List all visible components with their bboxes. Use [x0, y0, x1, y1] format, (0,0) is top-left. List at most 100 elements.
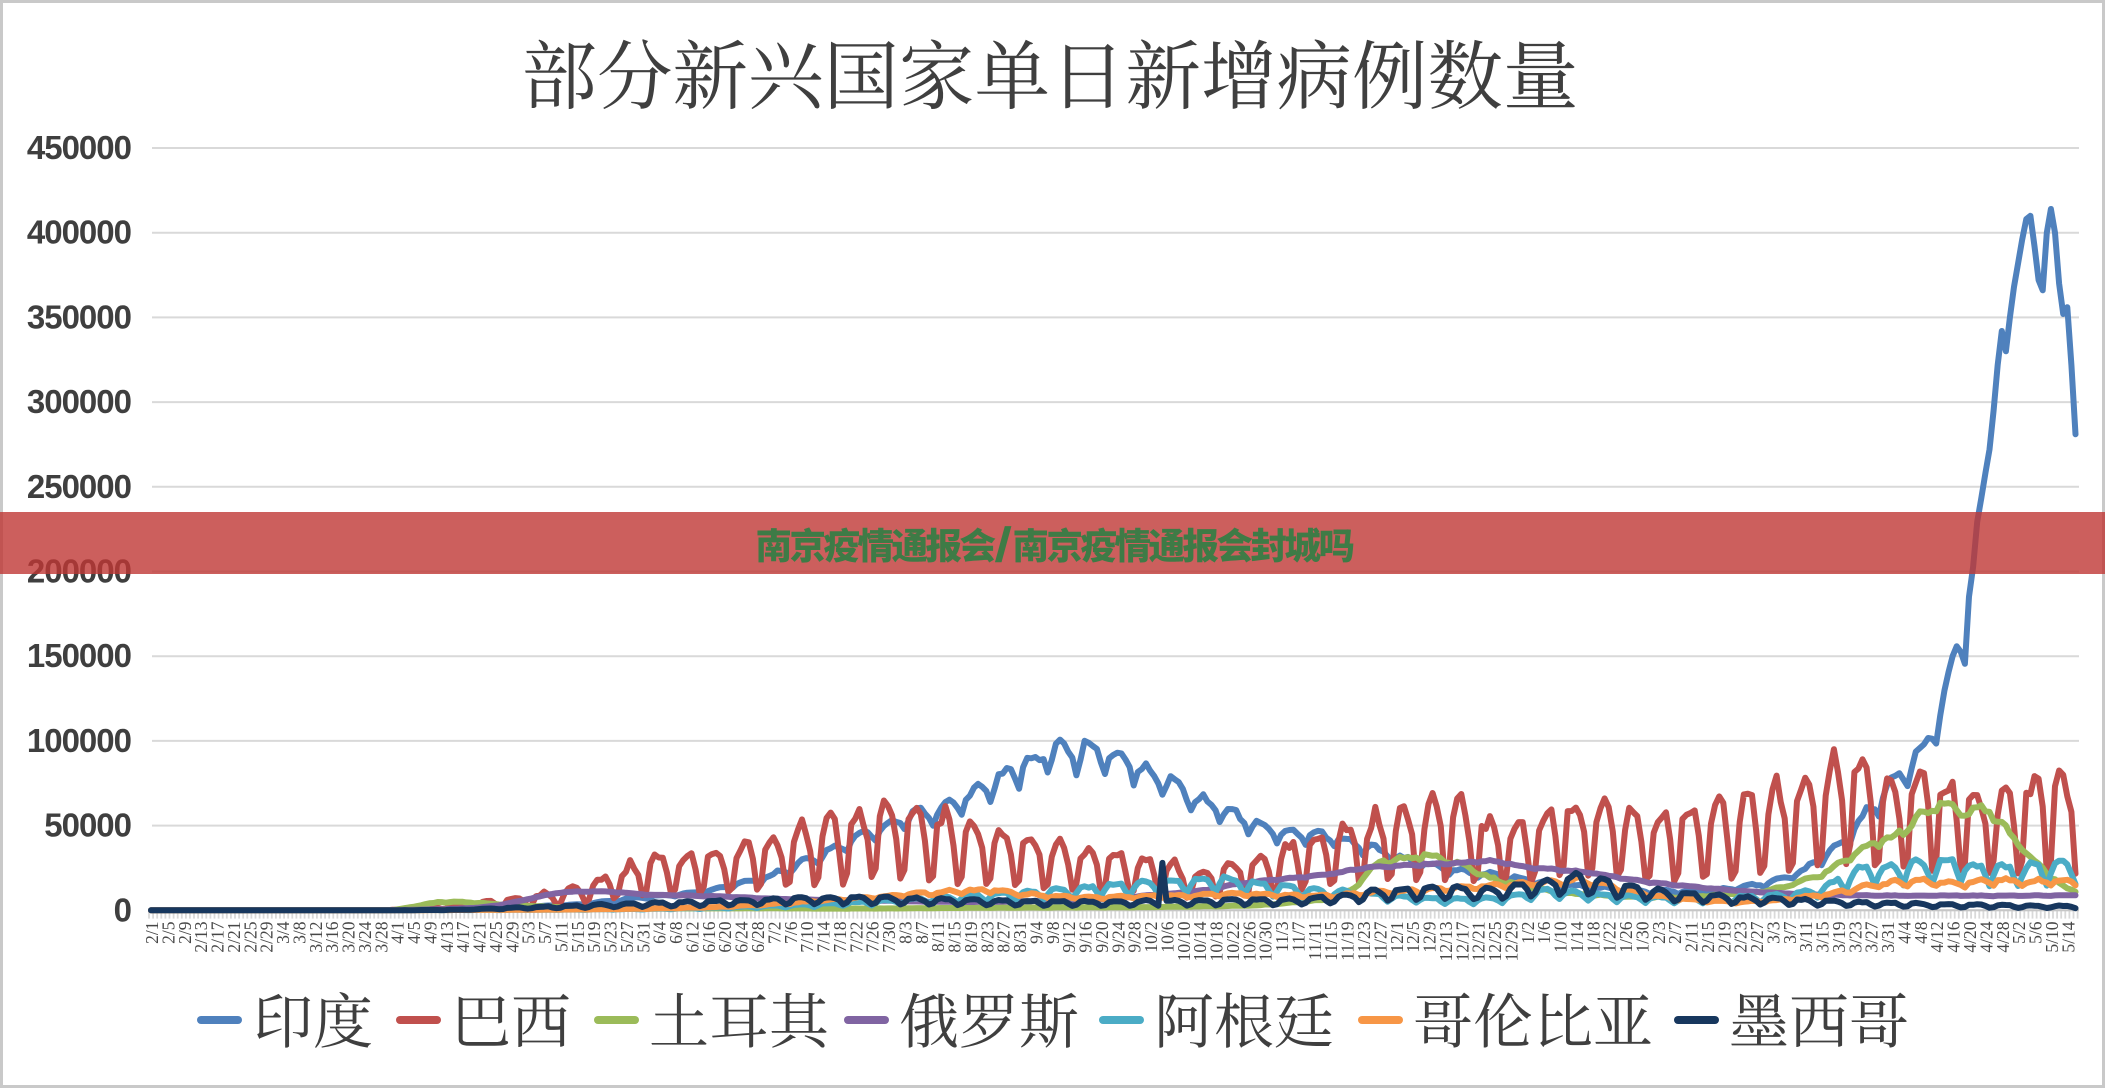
svg-text:12/29: 12/29 — [1501, 921, 1521, 961]
svg-text:12/21: 12/21 — [1469, 922, 1489, 962]
svg-text:100000: 100000 — [27, 722, 131, 759]
svg-text:8/3: 8/3 — [895, 921, 915, 944]
svg-text:450000: 450000 — [27, 129, 131, 166]
svg-text:7/18: 7/18 — [830, 921, 850, 952]
svg-text:7/2: 7/2 — [764, 922, 784, 944]
svg-text:50000: 50000 — [44, 807, 131, 844]
svg-text:3/8: 3/8 — [289, 921, 309, 944]
svg-text:11/23: 11/23 — [1354, 921, 1374, 960]
svg-text:4/8: 4/8 — [1911, 921, 1931, 944]
svg-text:4/29: 4/29 — [502, 921, 522, 952]
svg-text:5/31: 5/31 — [633, 922, 653, 953]
svg-text:2/9: 2/9 — [175, 921, 195, 944]
svg-text:4/17: 4/17 — [453, 921, 473, 952]
svg-text:150000: 150000 — [27, 637, 131, 674]
svg-text:5/23: 5/23 — [601, 921, 621, 952]
svg-text:4/5: 4/5 — [404, 921, 424, 944]
svg-text:6/16: 6/16 — [699, 921, 719, 952]
svg-text:3/28: 3/28 — [371, 921, 391, 952]
svg-text:6/24: 6/24 — [732, 921, 752, 952]
svg-text:7/14: 7/14 — [814, 921, 834, 952]
svg-text:4/16: 4/16 — [1944, 921, 1964, 952]
svg-text:5/10: 5/10 — [2042, 921, 2062, 952]
svg-text:6/8: 6/8 — [666, 921, 686, 944]
svg-text:4/13: 4/13 — [437, 921, 457, 952]
svg-text:3/20: 3/20 — [339, 921, 359, 952]
svg-text:12/25: 12/25 — [1485, 921, 1505, 961]
svg-text:3/11: 3/11 — [1796, 922, 1816, 952]
svg-text:8/11: 8/11 — [928, 922, 948, 952]
svg-text:11/27: 11/27 — [1370, 921, 1390, 960]
svg-text:1/22: 1/22 — [1600, 922, 1620, 953]
svg-text:12/5: 12/5 — [1403, 921, 1423, 952]
svg-text:3/15: 3/15 — [1813, 921, 1833, 952]
svg-text:12/9: 12/9 — [1420, 921, 1440, 952]
svg-text:2/29: 2/29 — [257, 921, 277, 952]
svg-text:2/23: 2/23 — [1731, 921, 1751, 952]
svg-text:8/15: 8/15 — [945, 921, 965, 952]
svg-text:7/6: 7/6 — [781, 921, 801, 944]
svg-text:1/14: 1/14 — [1567, 921, 1587, 952]
svg-text:10/6: 10/6 — [1158, 921, 1178, 952]
svg-text:1/6: 1/6 — [1534, 921, 1554, 944]
svg-text:2/17: 2/17 — [208, 921, 228, 952]
svg-text:2/5: 2/5 — [158, 921, 178, 944]
svg-text:2/27: 2/27 — [1747, 921, 1767, 952]
svg-text:3/24: 3/24 — [355, 921, 375, 952]
svg-text:4/21: 4/21 — [470, 922, 490, 953]
svg-text:5/19: 5/19 — [584, 921, 604, 952]
svg-text:9/16: 9/16 — [1076, 921, 1096, 952]
svg-text:4/25: 4/25 — [486, 921, 506, 952]
svg-text:3/16: 3/16 — [322, 921, 342, 952]
svg-text:8/23: 8/23 — [977, 921, 997, 952]
svg-text:6/20: 6/20 — [715, 921, 735, 952]
svg-text:2/7: 2/7 — [1665, 921, 1685, 944]
svg-text:2/21: 2/21 — [224, 922, 244, 953]
svg-text:6/28: 6/28 — [748, 921, 768, 952]
svg-text:4/28: 4/28 — [1993, 921, 2013, 952]
svg-text:10/14: 10/14 — [1190, 921, 1210, 961]
svg-text:7/26: 7/26 — [863, 921, 883, 952]
svg-text:3/19: 3/19 — [1829, 921, 1849, 952]
svg-text:2/3: 2/3 — [1649, 921, 1669, 944]
svg-text:2/25: 2/25 — [240, 921, 260, 952]
svg-text:5/3: 5/3 — [519, 921, 539, 944]
svg-text:10/30: 10/30 — [1256, 921, 1276, 961]
svg-text:5/7: 5/7 — [535, 921, 555, 944]
svg-text:250000: 250000 — [27, 468, 131, 505]
svg-text:9/8: 9/8 — [1043, 921, 1063, 944]
svg-text:2/13: 2/13 — [191, 921, 211, 952]
svg-text:7/10: 7/10 — [797, 921, 817, 952]
svg-text:300000: 300000 — [27, 383, 131, 420]
svg-text:9/28: 9/28 — [1125, 921, 1145, 952]
svg-text:4/24: 4/24 — [1976, 921, 1996, 952]
svg-text:4/1: 4/1 — [388, 922, 408, 944]
svg-text:4/4: 4/4 — [1895, 921, 1915, 944]
svg-text:7/30: 7/30 — [879, 921, 899, 952]
svg-text:9/4: 9/4 — [1026, 921, 1046, 944]
svg-text:3/31: 3/31 — [1878, 922, 1898, 953]
svg-text:10/10: 10/10 — [1174, 921, 1194, 961]
svg-text:12/13: 12/13 — [1436, 921, 1456, 961]
svg-text:10/22: 10/22 — [1223, 922, 1243, 962]
svg-text:8/19: 8/19 — [961, 921, 981, 952]
svg-text:10/26: 10/26 — [1239, 921, 1259, 961]
svg-text:1/26: 1/26 — [1616, 921, 1636, 952]
svg-text:5/27: 5/27 — [617, 921, 637, 952]
svg-text:2/15: 2/15 — [1698, 921, 1718, 952]
svg-text:9/20: 9/20 — [1092, 921, 1112, 952]
svg-text:12/1: 12/1 — [1387, 922, 1407, 953]
svg-text:8/7: 8/7 — [912, 921, 932, 944]
svg-text:3/23: 3/23 — [1845, 921, 1865, 952]
svg-text:8/27: 8/27 — [994, 921, 1014, 952]
svg-text:1/2: 1/2 — [1518, 922, 1538, 944]
svg-text:11/15: 11/15 — [1321, 921, 1341, 960]
svg-text:11/19: 11/19 — [1338, 921, 1358, 960]
svg-text:350000: 350000 — [27, 298, 131, 335]
svg-text:4/12: 4/12 — [1927, 922, 1947, 953]
svg-text:3/3: 3/3 — [1764, 921, 1784, 944]
svg-text:12/17: 12/17 — [1452, 921, 1472, 961]
svg-text:1/30: 1/30 — [1632, 921, 1652, 952]
svg-text:6/12: 6/12 — [683, 922, 703, 953]
svg-text:1/18: 1/18 — [1583, 921, 1603, 952]
